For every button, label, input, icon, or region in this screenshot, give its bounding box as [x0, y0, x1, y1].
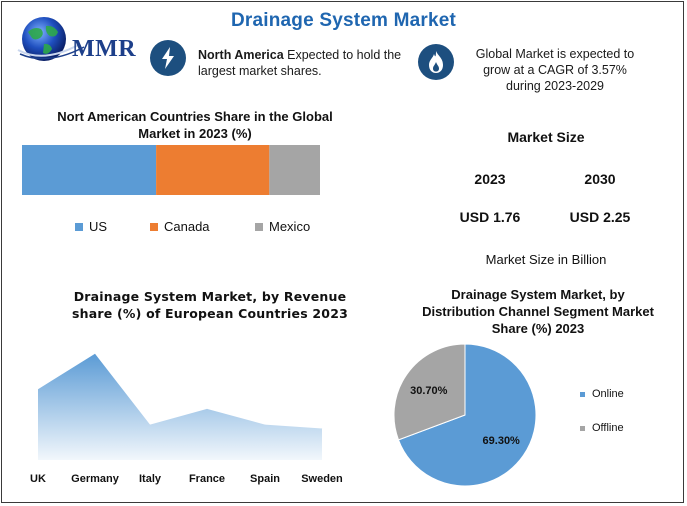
x-tick-label: France	[189, 473, 225, 485]
legend-label: Offline	[592, 422, 624, 434]
market-value-2030: USD 2.25	[569, 209, 631, 225]
logo-text: MMR	[72, 36, 137, 62]
globe-icon	[17, 17, 85, 61]
legend-swatch	[580, 425, 585, 431]
pie-slice-online	[397, 343, 537, 487]
bar-segment-mexico	[269, 145, 320, 195]
flame-icon	[429, 51, 443, 73]
stacked-bar-legend: US Canada Mexico	[75, 219, 335, 237]
legend-label: Mexico	[269, 219, 311, 234]
legend-item-canada: Canada	[150, 219, 210, 234]
market-value-2023: USD 1.76	[459, 209, 521, 225]
legend-swatch	[75, 222, 83, 231]
legend-label: Online	[592, 388, 624, 400]
bar-segment-us	[22, 145, 157, 195]
x-tick-label: Germany	[71, 473, 120, 485]
stacked-bar-chart	[22, 145, 320, 195]
market-size-note: Market Size in Billion	[485, 252, 607, 267]
legend-item-mexico: Mexico	[255, 219, 310, 234]
highlight-rest-2: Global Market is expected to grow at a C…	[475, 47, 635, 93]
chart1-title: Nort American Countries Share in the Glo…	[57, 109, 333, 141]
legend-swatch	[255, 222, 263, 231]
mmr-logo	[14, 14, 136, 66]
bar-segment-canada	[156, 145, 270, 195]
market-size-title: Market Size	[507, 129, 585, 145]
lightning-icon	[162, 47, 174, 69]
market-year-2023: 2023	[474, 171, 506, 187]
legend-swatch	[580, 391, 585, 397]
pie-slice-offline	[393, 343, 466, 441]
highlight-badge-1	[150, 40, 186, 76]
market-year-2030: 2030	[584, 171, 616, 187]
area-chart: UK Germany Italy France Spain Sweden	[30, 353, 343, 485]
highlight-rest-1: Expected to hold the largest market shar…	[198, 48, 402, 78]
legend-item-us: US	[75, 219, 107, 234]
legend-swatch	[150, 222, 158, 231]
pie-value-label: 30.70%	[410, 385, 448, 397]
chart2-title: Drainage System Market, by Revenue share…	[72, 289, 348, 321]
page-title: Drainage System Market	[230, 10, 457, 31]
pie-legend: Online Offline	[580, 388, 624, 456]
x-tick-label: Spain	[250, 473, 280, 485]
pie-chart: 69.30% 30.70%	[393, 343, 537, 487]
legend-label: US	[89, 219, 108, 234]
x-tick-label: UK	[30, 473, 46, 485]
chart3-title: Drainage System Market, by Distribution …	[422, 287, 654, 336]
highlight-badge-2	[418, 44, 454, 80]
area-series	[38, 353, 322, 460]
highlight-text-2: Global Market is expected to grow at a C…	[466, 46, 644, 94]
pie-value-label: 69.30%	[483, 435, 521, 447]
highlight-bold-1: North America	[198, 48, 284, 62]
legend-label: Canada	[164, 219, 210, 234]
x-tick-label: Sweden	[301, 473, 343, 485]
x-tick-label: Italy	[139, 473, 162, 485]
highlight-text-1: North America Expected to hold the large…	[198, 47, 408, 79]
pie-legend-item-offline: Offline	[580, 422, 624, 434]
pie-legend-item-online: Online	[580, 388, 624, 400]
